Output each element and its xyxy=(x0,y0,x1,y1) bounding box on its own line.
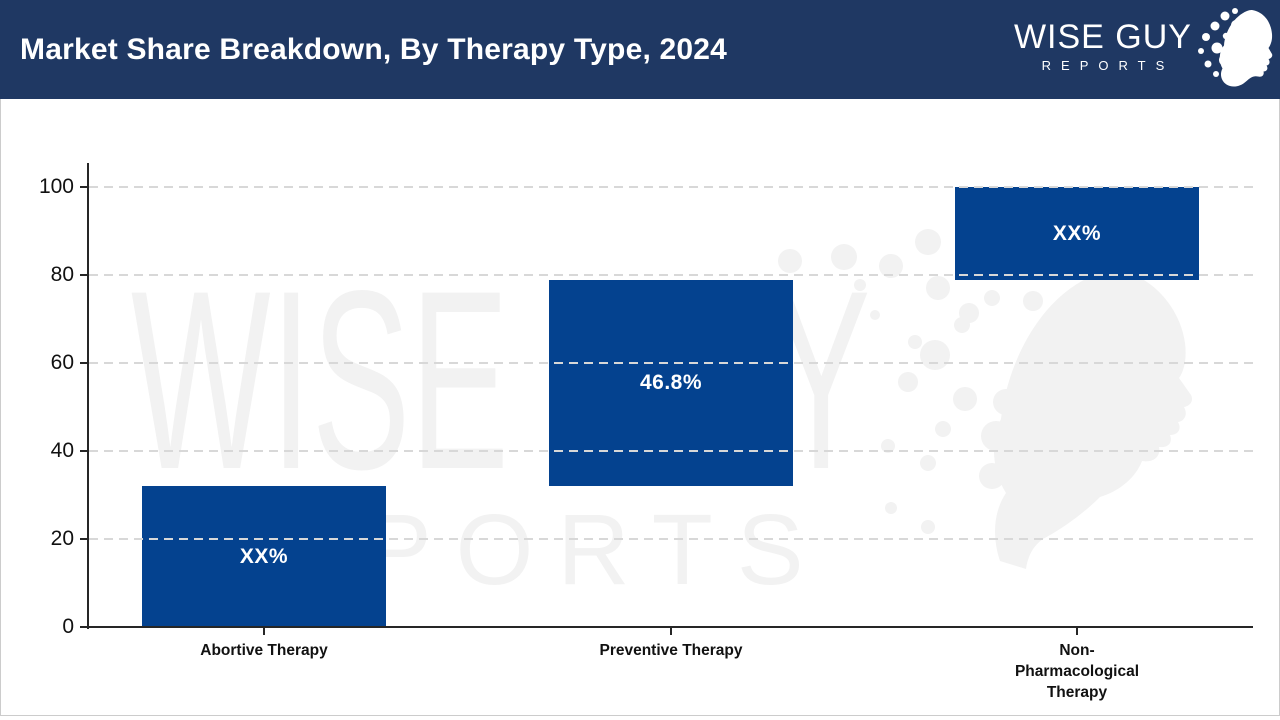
chart-title: Market Share Breakdown, By Therapy Type,… xyxy=(20,32,728,66)
header-bar: Market Share Breakdown, By Therapy Type,… xyxy=(0,0,1280,99)
logo-text: WISE GUY REPORTS xyxy=(1013,18,1192,73)
y-tick-20 xyxy=(80,538,88,540)
y-tick-label: 0 xyxy=(62,615,74,638)
logo-brand-text: WISE GUY xyxy=(1013,18,1192,57)
bar-value-label: XX% xyxy=(1052,221,1102,245)
x-tick xyxy=(263,628,265,635)
gridline-40 xyxy=(89,450,1253,452)
gridline-20 xyxy=(89,538,1253,540)
y-axis xyxy=(87,163,89,629)
y-tick-label: 100 xyxy=(38,175,74,198)
gridline-80 xyxy=(89,274,1253,276)
category-label: Non- Pharmacological Therapy xyxy=(1014,642,1140,701)
y-tick-40 xyxy=(80,450,88,452)
category-label: Abortive Therapy xyxy=(200,642,328,659)
logo-face-icon xyxy=(1198,8,1273,87)
x-axis xyxy=(87,626,1253,628)
logo-reports-text: REPORTS xyxy=(1041,57,1175,73)
y-tick-label: 60 xyxy=(50,351,74,374)
gridline-100 xyxy=(89,186,1253,188)
y-tick-label: 20 xyxy=(50,527,74,550)
bar-3 xyxy=(955,187,1199,281)
x-tick xyxy=(1076,628,1078,635)
y-tick-80 xyxy=(80,274,88,276)
y-tick-label: 80 xyxy=(50,263,74,286)
x-tick xyxy=(670,628,672,635)
y-tick-100 xyxy=(80,186,88,188)
wiseguy-logo: WISE GUY REPORTS xyxy=(1014,4,1274,88)
bar-value-label: XX% xyxy=(239,544,289,568)
gridline-60 xyxy=(89,362,1253,364)
y-tick-0 xyxy=(80,626,88,628)
bar-1 xyxy=(142,486,386,627)
bar-value-label: 46.8% xyxy=(639,371,703,395)
y-tick-label: 40 xyxy=(50,439,74,462)
y-tick-60 xyxy=(80,362,88,364)
category-label: Preventive Therapy xyxy=(599,642,743,659)
